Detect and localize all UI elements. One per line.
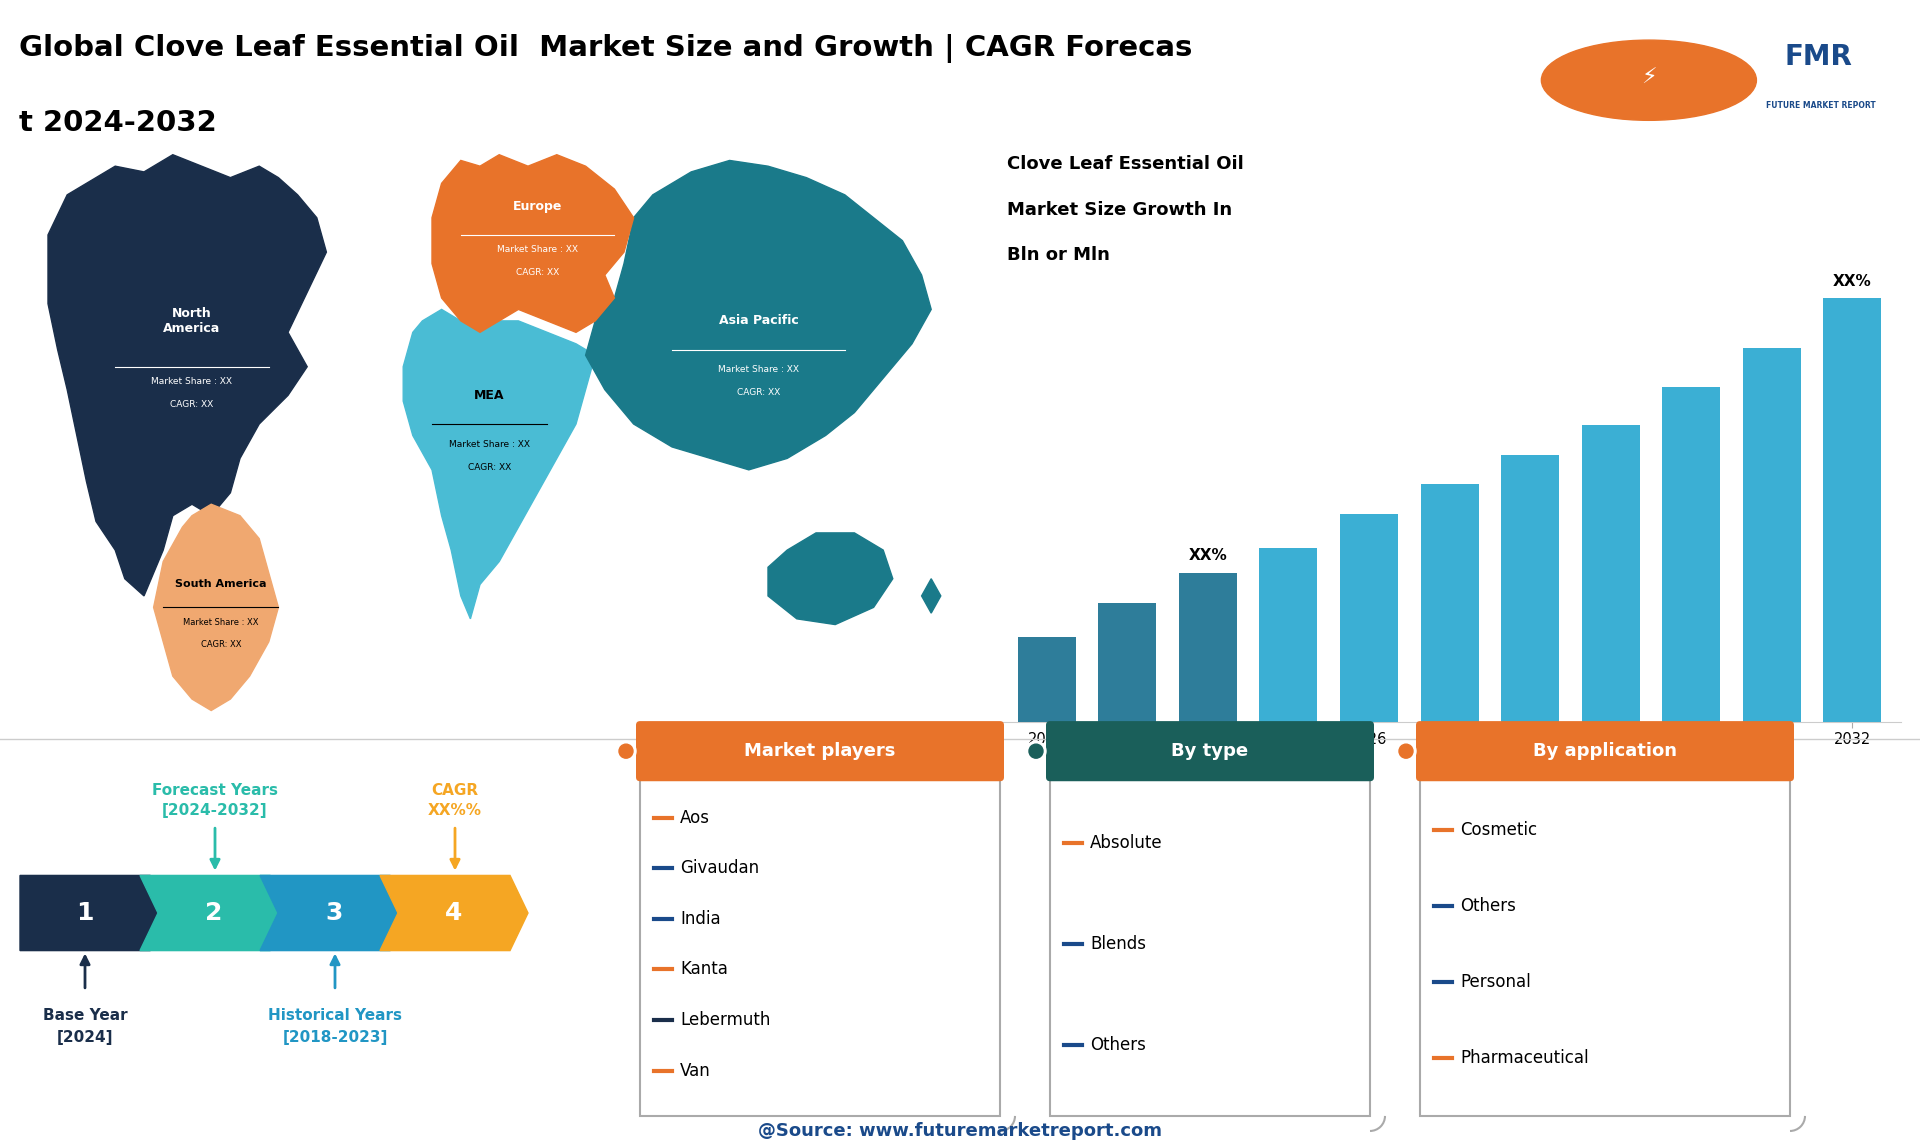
Bar	[1501, 455, 1559, 722]
Bar	[1421, 485, 1478, 722]
Polygon shape	[922, 579, 941, 613]
Polygon shape	[48, 155, 326, 596]
Bar	[1421, 777, 1789, 1116]
Bar	[1582, 425, 1640, 722]
Text: By type: By type	[1171, 743, 1248, 760]
Bar	[1098, 603, 1156, 722]
Text: Asia Pacific: Asia Pacific	[718, 314, 799, 328]
Text: Absolute: Absolute	[1091, 834, 1164, 851]
Text: Market players: Market players	[745, 743, 897, 760]
Text: CAGR: XX: CAGR: XX	[171, 400, 213, 409]
Text: Van: Van	[680, 1061, 710, 1080]
Text: Base Year: Base Year	[42, 1008, 127, 1023]
Circle shape	[1029, 744, 1043, 759]
Text: By application: By application	[1532, 743, 1676, 760]
Text: Others: Others	[1091, 1036, 1146, 1054]
Polygon shape	[432, 155, 634, 332]
Text: Market Share : XX: Market Share : XX	[497, 245, 578, 254]
FancyBboxPatch shape	[636, 721, 1004, 782]
Text: Aos: Aos	[680, 809, 710, 826]
Circle shape	[1542, 40, 1757, 120]
Text: [2024-2032]: [2024-2032]	[161, 803, 267, 818]
Text: 1: 1	[77, 901, 94, 925]
Text: XX%: XX%	[1834, 274, 1872, 289]
Text: Market Share : XX: Market Share : XX	[182, 618, 259, 627]
Text: XX%: XX%	[1188, 548, 1227, 563]
Text: FMR: FMR	[1784, 44, 1853, 71]
Bar	[1663, 386, 1720, 722]
Text: Forecast Years: Forecast Years	[152, 783, 278, 798]
Text: CAGR: XX: CAGR: XX	[468, 463, 511, 472]
Text: 4: 4	[445, 901, 463, 925]
Text: Others: Others	[1459, 897, 1517, 916]
Text: CAGR: XX: CAGR: XX	[516, 268, 559, 277]
FancyBboxPatch shape	[1046, 721, 1375, 782]
Circle shape	[616, 741, 636, 761]
Text: Market Size Growth In: Market Size Growth In	[1008, 201, 1233, 219]
Text: XX%%: XX%%	[428, 803, 482, 818]
Text: India: India	[680, 910, 720, 928]
Text: @Source: www.futuremarketreport.com: @Source: www.futuremarketreport.com	[758, 1122, 1162, 1140]
Polygon shape	[19, 876, 169, 950]
Text: ⚡: ⚡	[1642, 68, 1657, 88]
Bar	[1179, 573, 1236, 722]
Text: Givaudan: Givaudan	[680, 860, 758, 877]
Circle shape	[618, 744, 634, 759]
Text: Global Clove Leaf Essential Oil  Market Size and Growth | CAGR Forecas: Global Clove Leaf Essential Oil Market S…	[19, 34, 1192, 63]
Bar	[1743, 348, 1801, 722]
Polygon shape	[586, 160, 931, 470]
Text: Market Share : XX: Market Share : XX	[152, 377, 232, 386]
Bar	[1340, 515, 1398, 722]
Bar	[1824, 298, 1882, 722]
Text: Historical Years: Historical Years	[269, 1008, 401, 1023]
Polygon shape	[403, 309, 595, 619]
Bar	[1260, 548, 1317, 722]
Text: Kanta: Kanta	[680, 960, 728, 979]
Text: Europe: Europe	[513, 199, 563, 213]
Text: Cosmetic: Cosmetic	[1459, 822, 1538, 839]
Text: CAGR: XX: CAGR: XX	[200, 641, 242, 650]
Polygon shape	[380, 876, 528, 950]
Text: [2024]: [2024]	[58, 1030, 113, 1045]
Circle shape	[1400, 744, 1413, 759]
Text: Market Share : XX: Market Share : XX	[449, 440, 530, 449]
Text: South America: South America	[175, 580, 267, 589]
Polygon shape	[768, 533, 893, 625]
Text: FUTURE MARKET REPORT: FUTURE MARKET REPORT	[1766, 101, 1876, 110]
Text: Blends: Blends	[1091, 935, 1146, 953]
Circle shape	[1025, 741, 1046, 761]
Text: 3: 3	[324, 901, 342, 925]
Text: Clove Leaf Essential Oil: Clove Leaf Essential Oil	[1008, 155, 1244, 173]
Text: Market Share : XX: Market Share : XX	[718, 366, 799, 375]
Text: 2: 2	[205, 901, 223, 925]
Text: North
America: North America	[163, 307, 221, 335]
Text: CAGR: CAGR	[432, 783, 478, 798]
Text: Pharmaceutical: Pharmaceutical	[1459, 1049, 1588, 1067]
Text: Personal: Personal	[1459, 973, 1530, 991]
Text: MEA: MEA	[474, 388, 505, 402]
Circle shape	[1396, 741, 1417, 761]
Bar	[1050, 777, 1371, 1116]
FancyBboxPatch shape	[1417, 721, 1793, 782]
Text: CAGR: XX: CAGR: XX	[737, 388, 780, 398]
Bar	[639, 777, 1000, 1116]
Text: Bln or Mln: Bln or Mln	[1008, 246, 1110, 265]
Polygon shape	[154, 504, 278, 711]
Bar	[1018, 637, 1075, 722]
Text: [2018-2023]: [2018-2023]	[282, 1030, 388, 1045]
Polygon shape	[140, 876, 288, 950]
Text: Lebermuth: Lebermuth	[680, 1011, 770, 1029]
Text: t 2024-2032: t 2024-2032	[19, 109, 217, 138]
Polygon shape	[259, 876, 407, 950]
